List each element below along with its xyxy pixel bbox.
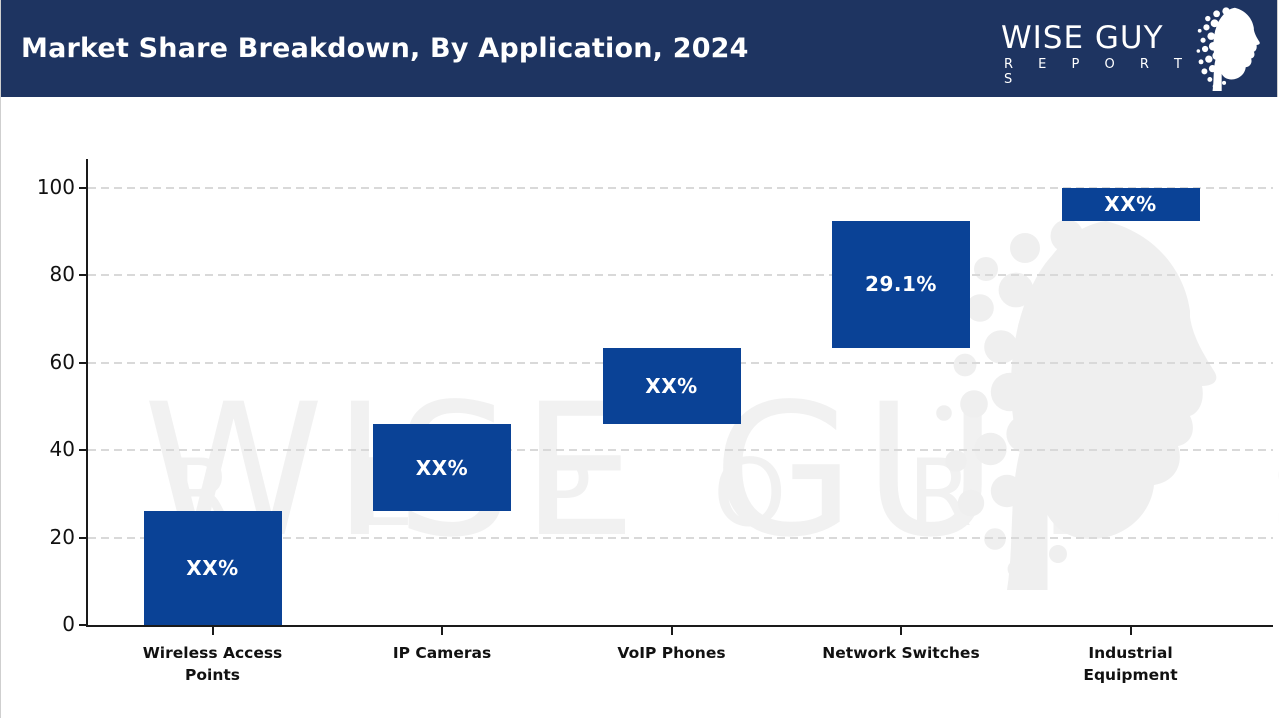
y-axis-tick [79, 624, 87, 626]
bar-value-label: XX% [1104, 192, 1157, 217]
y-axis-tick-label: 20 [49, 524, 75, 549]
wise-guy-face-icon [1196, 7, 1260, 91]
brand-logo: WISE GUY R E P O R T S [1001, 0, 1271, 97]
category-label-line: Industrial [1088, 644, 1173, 662]
watermark-face-icon [936, 219, 1217, 590]
y-axis-tick-label: 0 [62, 612, 75, 636]
x-axis-tick [900, 627, 902, 635]
y-axis-tick [79, 361, 87, 364]
category-label: IP Cameras [327, 643, 557, 665]
brand-subtitle: R E P O R T S [1004, 56, 1193, 87]
category-label-line: Points [185, 665, 240, 684]
y-axis-line [86, 159, 88, 627]
brand-name: WISE GUY [1001, 20, 1164, 56]
y-axis-tick [79, 449, 87, 451]
x-axis-tick [441, 627, 443, 635]
bar-segment: XX% [602, 348, 741, 424]
x-axis-tick [211, 627, 214, 635]
header-bar: Market Share Breakdown, By Application, … [1, 0, 1277, 97]
category-label-line: VoIP Phones [617, 644, 726, 662]
bar-segment: XX% [373, 423, 511, 512]
category-label: VoIP Phones [557, 643, 787, 665]
x-axis-line [86, 625, 1273, 627]
y-axis-tick-label: 40 [49, 437, 75, 461]
y-axis-tick [79, 274, 87, 276]
brand-logo-text: WISE GUY R E P O R T S [1001, 22, 1193, 87]
category-label-line: IP Cameras [392, 644, 492, 662]
gridline-40 [88, 449, 1273, 451]
bar-segment: 29.1% [832, 220, 970, 349]
y-axis-tick-label: 60 [49, 349, 75, 374]
bar-segment: XX% [1061, 187, 1200, 221]
y-axis-tick-label: 80 [49, 262, 75, 286]
bar-segment: XX% [143, 511, 282, 625]
category-label-line: Equipment [1083, 665, 1178, 684]
x-axis-tick [1129, 627, 1132, 635]
bar-value-label: XX% [415, 455, 469, 480]
y-axis-tick [79, 536, 87, 539]
category-label: Wireless Access Points [98, 643, 328, 686]
category-label: Network Switches [786, 643, 1016, 665]
gridline-80 [88, 274, 1273, 276]
gridline-20 [88, 536, 1273, 539]
x-axis-tick [670, 627, 673, 635]
gridline-100 [88, 186, 1273, 189]
bar-value-label: XX% [645, 373, 698, 398]
category-label-line: Network Switches [822, 644, 980, 662]
y-axis-tick [79, 186, 87, 189]
chart-area: WISE GUY R E P O R T S 0 20 40 60 80 100 XX% Wi… [1, 97, 1279, 718]
category-label-line: Wireless Access [142, 644, 283, 662]
page-title: Market Share Breakdown, By Application, … [21, 33, 749, 64]
bar-value-label: 29.1% [865, 272, 937, 297]
y-axis-tick-label: 100 [36, 174, 75, 199]
category-label: Industrial Equipment [1016, 643, 1246, 686]
bar-value-label: XX% [186, 556, 239, 581]
